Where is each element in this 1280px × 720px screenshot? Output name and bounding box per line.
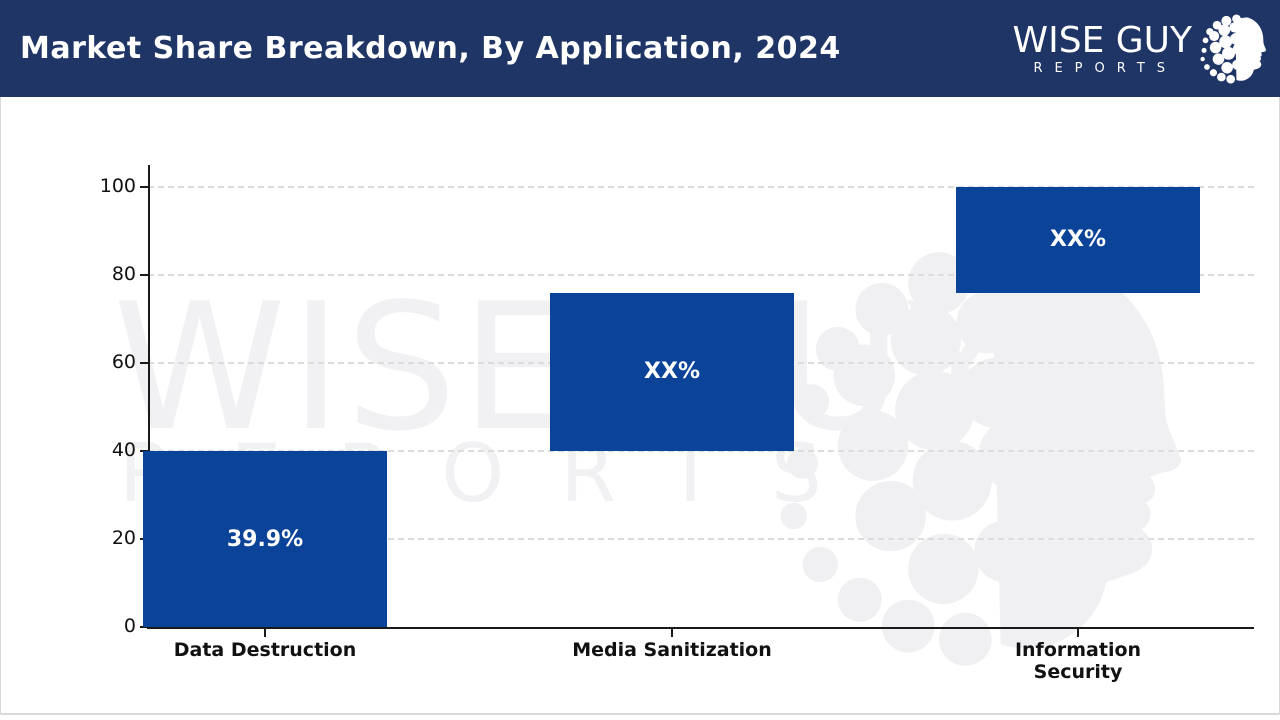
y-tick-label: 20	[111, 526, 136, 549]
logo-text: WISE GUY REPORTS	[1012, 19, 1193, 76]
y-tick	[140, 185, 148, 188]
gridline	[148, 273, 1254, 276]
y-tick	[140, 626, 148, 628]
gridline	[148, 537, 1254, 540]
y-tick	[140, 361, 148, 364]
bar-chart: 0 20 40 60 80 100 39.9% Data Destruction XX% Medi…	[1, 97, 1279, 713]
bar-value-label: XX%	[644, 359, 700, 385]
x-category-label: Media Sanitization	[572, 639, 772, 661]
y-tick	[140, 273, 148, 276]
y-tick	[140, 449, 148, 452]
x-tick	[264, 629, 266, 637]
y-tick-label: 0	[123, 615, 136, 637]
bar: 39.9%	[143, 451, 387, 627]
y-tick-label: 60	[111, 350, 136, 373]
brand-logo: WISE GUY REPORTS	[1012, 0, 1266, 97]
bar-value-label: XX%	[1050, 227, 1106, 253]
logo-wordmark: WISE GUY	[1012, 19, 1193, 61]
header-bar: Market Share Breakdown, By Application, …	[0, 0, 1280, 97]
x-tick	[671, 629, 673, 637]
bar: XX%	[956, 186, 1200, 293]
logo-subtitle: REPORTS	[1033, 60, 1178, 76]
page-title: Market Share Breakdown, By Application, …	[20, 31, 841, 66]
y-tick-label: 40	[111, 438, 136, 461]
x-tick	[1077, 629, 1079, 637]
x-category-label: Data Destruction	[173, 639, 357, 661]
y-tick-label: 80	[111, 262, 136, 285]
chart-card: WISE GUY REPORTS 0 20 40 60 80 100 39.9% Data D…	[0, 97, 1280, 715]
bar-value-label: 39.9%	[226, 526, 304, 552]
y-tick-label: 100	[99, 174, 136, 197]
y-axis	[148, 165, 150, 629]
x-axis	[147, 627, 1254, 629]
logo-face-icon	[1200, 13, 1266, 84]
bar: XX%	[550, 292, 794, 452]
gridline	[148, 185, 1254, 188]
x-category-label: Information Security	[1014, 639, 1142, 683]
